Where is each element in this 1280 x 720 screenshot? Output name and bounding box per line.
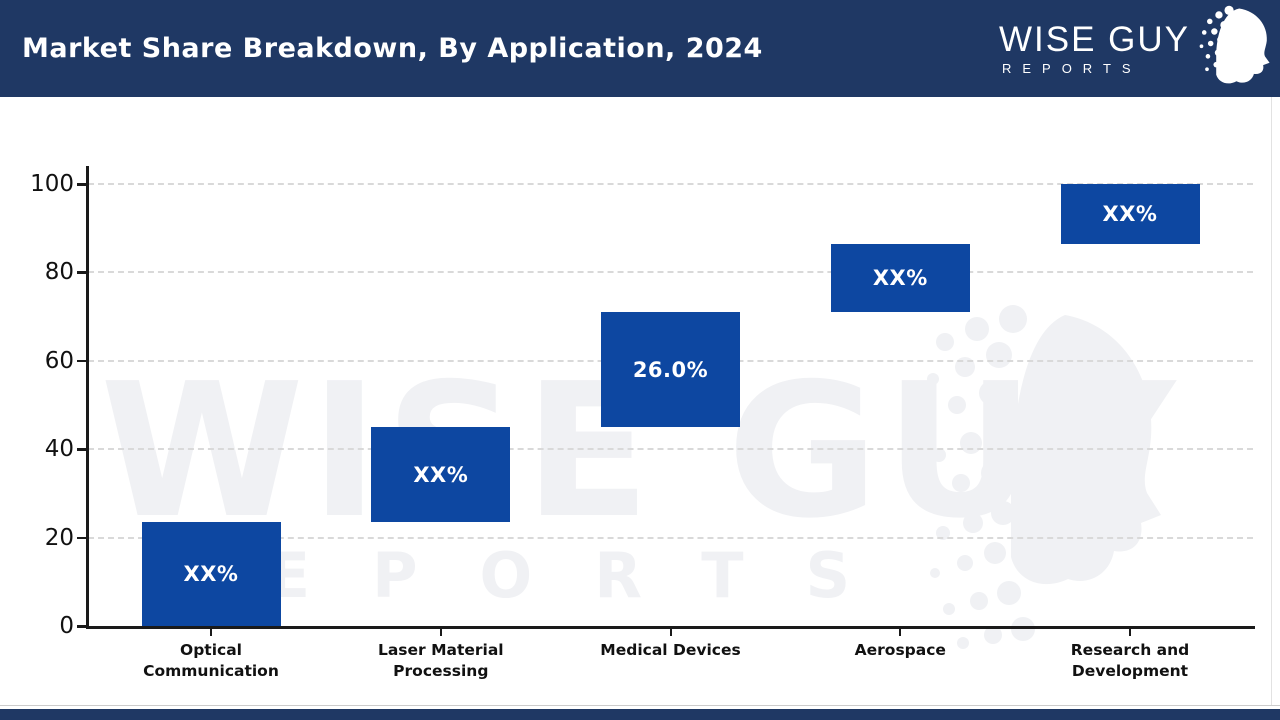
y-axis-tick-mark [77,359,86,363]
bar-2: XX% [371,427,511,523]
footer-hairline [0,705,1280,706]
x-axis-tick-mark [210,629,212,636]
y-axis-tick-mark [77,536,86,540]
gridline-20 [88,536,1253,539]
wise-guy-logo: WISE GUY REPORTS [999,0,1276,97]
y-axis-tick-label: 0 [59,613,74,639]
x-axis-tick-mark [669,629,672,636]
bar-4: XX% [830,243,970,313]
logo-text: WISE GUY REPORTS [999,22,1190,76]
bar-value-label: 26.0% [632,357,709,382]
y-axis-tick-mark [77,625,86,628]
y-axis-tick-mark [77,271,86,274]
y-axis-line [86,166,89,629]
y-axis-tick-label: 100 [30,171,74,197]
x-category-label: Optical Communication [143,641,279,680]
x-category-label: Laser Material Processing [377,641,504,680]
plot-right-border [1271,97,1272,705]
y-axis-tick-mark [77,183,86,186]
x-axis-line [86,626,1255,629]
y-axis-tick-label: 40 [44,436,74,463]
gridline-80 [88,271,1253,274]
x-category-label: Aerospace [854,641,946,659]
bar-value-label: XX% [413,462,469,487]
bar-value-label: XX% [1102,201,1158,226]
gridline-40 [88,448,1253,451]
bar-value-label: XX% [183,562,239,587]
y-axis-tick-label: 60 [44,347,74,374]
logo-subtitle: REPORTS [1001,60,1142,76]
y-axis-tick-label: 20 [44,524,74,551]
x-axis-tick-mark [899,629,902,636]
footer-bar [0,709,1280,720]
bar-1: XX% [141,522,281,626]
header-bar: Market Share Breakdown, By Application, … [0,0,1280,97]
x-axis-tick-mark [439,629,442,636]
bar-3: 26.0% [601,312,740,428]
x-axis-tick-mark [1129,629,1131,636]
x-category-label: Medical Devices [600,641,741,659]
chart-title: Market Share Breakdown, By Application, … [22,33,763,64]
x-category-label: Research and Development [1070,641,1190,680]
watermark-head-icon [922,305,1161,649]
y-axis-tick-mark [77,448,86,451]
y-axis-tick-label: 80 [44,259,74,286]
bar-value-label: XX% [872,265,928,290]
logo-head-icon [1199,5,1270,83]
gridline-100 [88,183,1253,185]
bar-5: XX% [1060,184,1200,244]
logo-wordmark: WISE GUY [998,19,1190,59]
waterfall-chart: WISE GUY REPORTS 0 20 40 60 80 100 XX% Optical … [0,97,1280,709]
